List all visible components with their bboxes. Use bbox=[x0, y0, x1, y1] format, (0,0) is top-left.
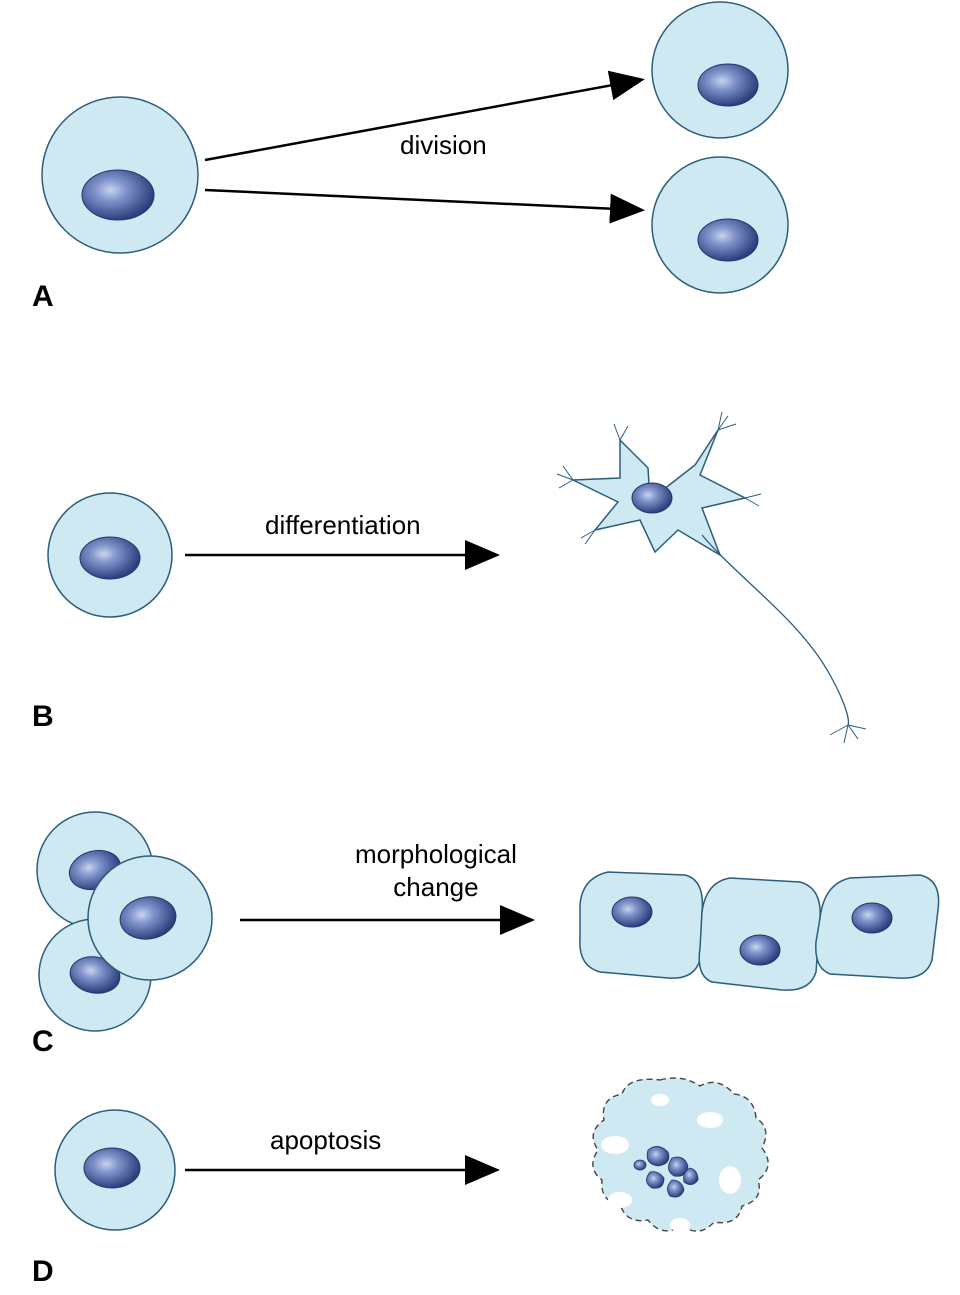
source-cell-d bbox=[55, 1110, 175, 1230]
apoptotic-cell bbox=[593, 1078, 768, 1232]
panel-d-svg bbox=[0, 0, 960, 1295]
